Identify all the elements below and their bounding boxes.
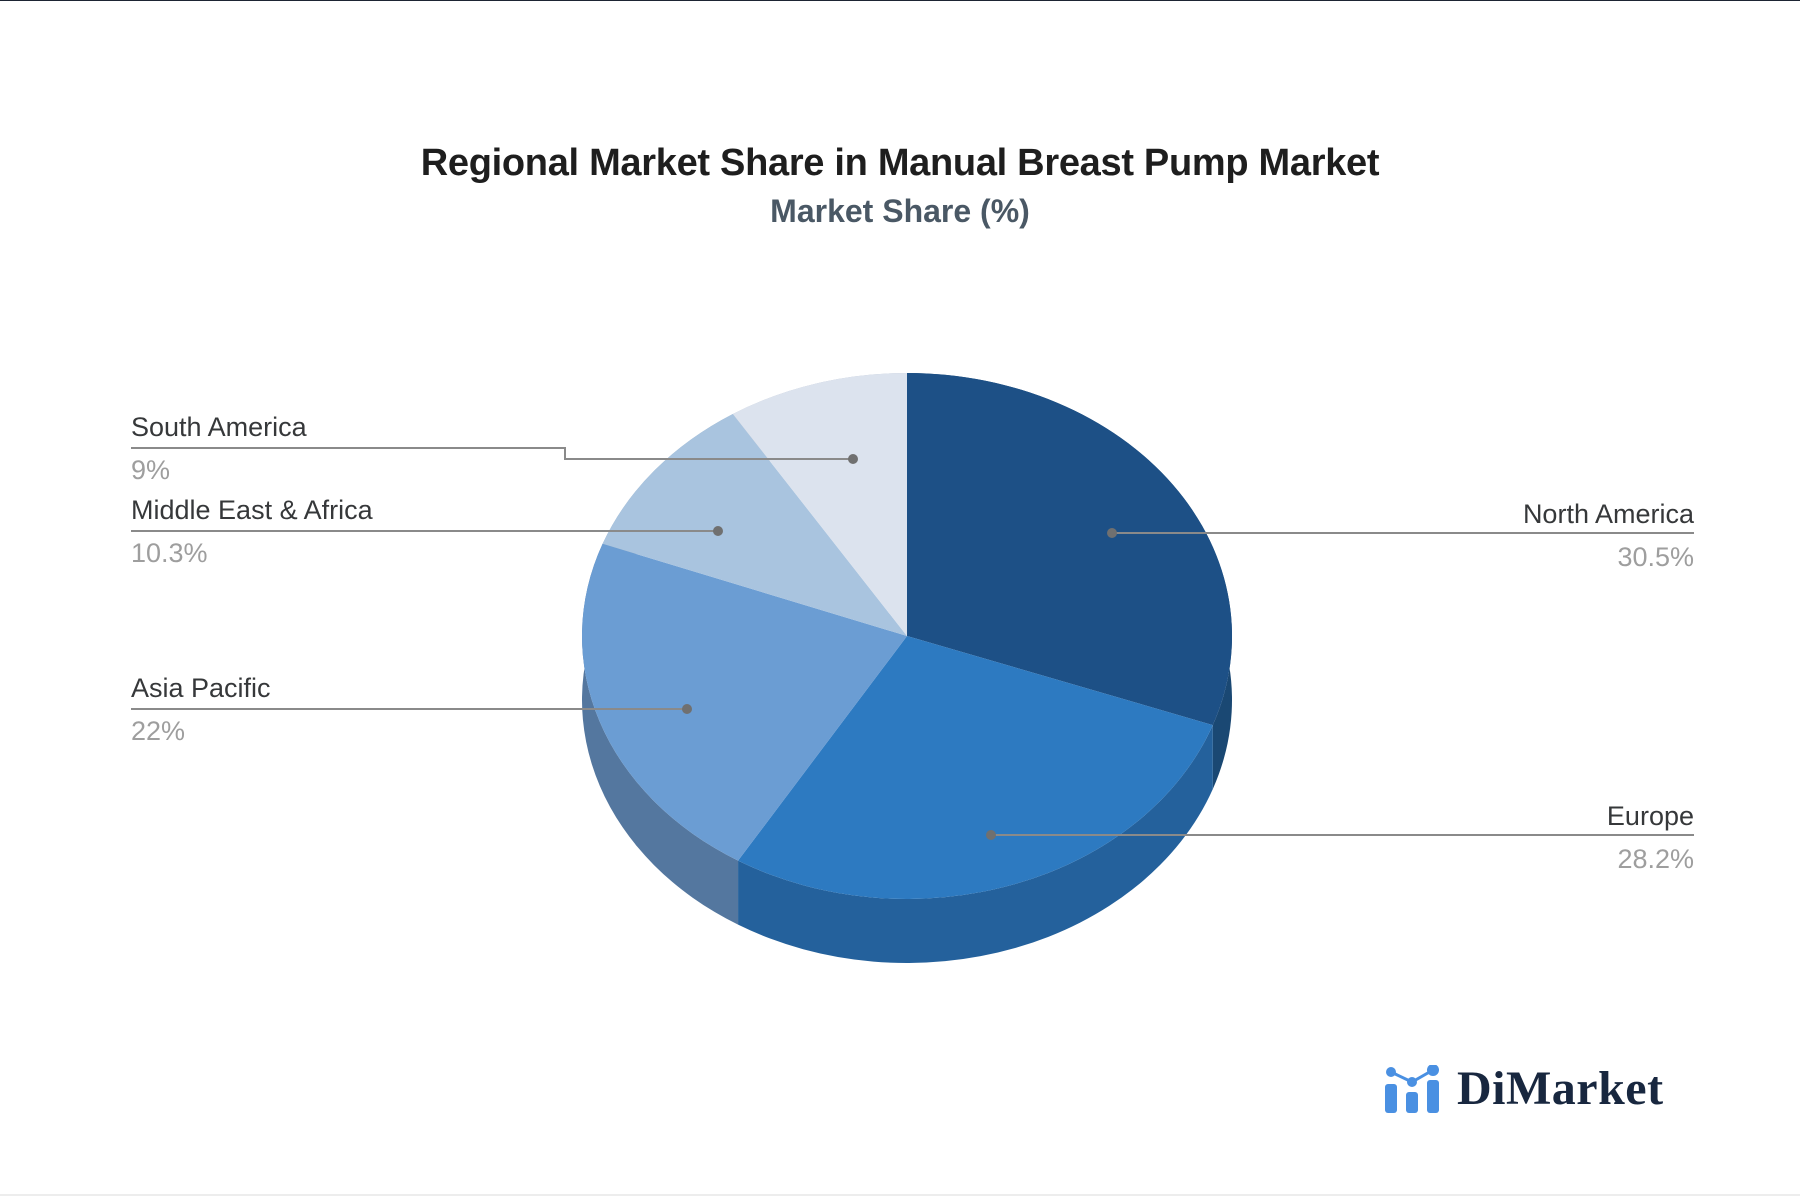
chart-subtitle: Market Share (%) [770, 193, 1030, 229]
pie-slice-europe [738, 636, 1213, 899]
pie-slice-side-europe [738, 725, 1213, 963]
logo-dot-2 [1407, 1077, 1417, 1087]
bar-line-chart-icon [1385, 1065, 1439, 1113]
pie-slice-south-america [732, 373, 907, 636]
leader-dot-europe [986, 830, 996, 840]
leader-dot-asia-pacific [682, 704, 692, 714]
logo-bar-1 [1385, 1084, 1397, 1113]
leader-line-south-america [131, 447, 853, 460]
logo-bar-2 [1406, 1092, 1418, 1113]
pie-slice-north-america [907, 373, 1233, 726]
label-europe: Europe [1606, 801, 1694, 831]
chart-title: Regional Market Share in Manual Breast P… [420, 142, 1380, 184]
logo-dot-1 [1386, 1067, 1396, 1077]
leader-dot-middle-east-africa [713, 526, 723, 536]
leader-dot-south-america [848, 454, 858, 464]
logo-dot-3 [1427, 1065, 1439, 1076]
label-north-america: North America [1522, 499, 1694, 529]
pie-slice-asia-pacific [582, 543, 907, 861]
label-south-america: South America [131, 412, 307, 442]
label-asia-pacific: Asia Pacific [131, 673, 271, 703]
value-middle-east-africa: 10.3% [131, 538, 208, 568]
logo-text: DiMarket [1457, 1062, 1664, 1115]
label-middle-east-africa: Middle East & Africa [131, 495, 373, 525]
logo-bar-3 [1427, 1080, 1439, 1113]
value-south-america: 9% [131, 455, 171, 485]
leader-dot-north-america [1107, 528, 1117, 538]
value-europe: 28.2% [1617, 844, 1694, 874]
pie-slice-middle-east-africa [602, 413, 907, 636]
value-north-america: 30.5% [1617, 542, 1694, 572]
dimarket-logo: DiMarket [1383, 1063, 1664, 1115]
value-asia-pacific: 22% [131, 716, 186, 746]
